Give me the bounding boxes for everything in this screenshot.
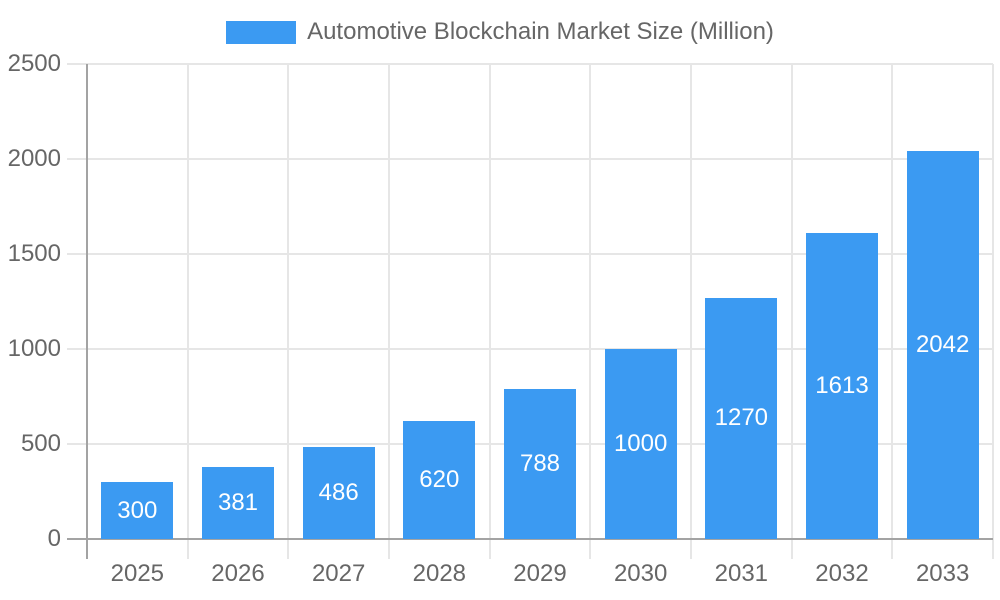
y-axis-line (86, 64, 88, 539)
bar-value-label: 1613 (815, 371, 869, 399)
x-axis-tick (86, 539, 88, 559)
v-gridline (186, 64, 189, 539)
bar-value-label: 1270 (714, 404, 769, 432)
x-axis-tick (186, 539, 189, 559)
x-tick-label: 2027 (311, 560, 366, 587)
v-gridline (287, 64, 290, 539)
v-gridline (992, 64, 994, 539)
bar-2030 (604, 349, 677, 539)
v-gridline (891, 64, 894, 539)
y-axis-tick (67, 158, 87, 160)
bar-2027 (302, 446, 375, 539)
bar-value-label: 381 (217, 488, 259, 516)
x-tick-label: 2025 (110, 560, 165, 587)
x-tick-label: 2030 (613, 560, 668, 587)
y-axis-tick (67, 63, 87, 65)
v-gridline (690, 64, 692, 539)
y-axis-tick (67, 538, 87, 540)
bar-value-label: 1000 (613, 430, 668, 457)
h-gridline (87, 158, 993, 160)
y-tick-label: 0 (47, 525, 61, 552)
v-gridline (790, 64, 793, 539)
y-axis-tick (67, 348, 87, 350)
x-tick-label: 2028 (412, 560, 467, 587)
x-tick-label: 2031 (714, 560, 769, 587)
x-tick-label: 2033 (915, 560, 970, 587)
x-axis-tick (992, 539, 994, 559)
legend-swatch (226, 20, 297, 44)
h-gridline (87, 63, 993, 65)
x-axis-tick (690, 539, 692, 559)
y-tick-label: 1000 (7, 335, 61, 362)
x-axis-tick (790, 539, 793, 559)
x-axis-tick (589, 539, 592, 559)
bar-value-label: 300 (117, 496, 158, 524)
bar-2031 (705, 297, 778, 539)
bar-value-label: 2042 (915, 331, 970, 358)
y-tick-label: 2000 (7, 145, 61, 172)
x-tick-label: 2029 (513, 560, 567, 587)
y-tick-label: 500 (20, 430, 61, 457)
bar-2026 (202, 466, 274, 539)
legend-label: Automotive Blockchain Market Size (Milli… (307, 18, 774, 45)
y-axis-tick (67, 443, 87, 445)
x-tick-label: 2026 (211, 560, 265, 587)
y-axis-tick (67, 253, 87, 255)
legend-item[interactable]: Automotive Blockchain Market Size (Milli… (0, 18, 1000, 46)
bar-2029 (504, 389, 576, 539)
y-tick-label: 2500 (7, 50, 61, 77)
x-axis-tick (287, 539, 290, 559)
bar-2028 (403, 421, 476, 539)
bar-2025 (101, 482, 174, 539)
x-axis-tick (488, 539, 491, 559)
x-tick-label: 2032 (815, 560, 869, 587)
bar-2032 (806, 232, 878, 539)
x-axis-tick (891, 539, 894, 559)
bar-value-label: 788 (519, 450, 561, 478)
bar-value-label: 486 (318, 478, 359, 506)
x-axis-tick (388, 539, 390, 559)
y-tick-label: 1500 (7, 240, 61, 267)
bar-2033 (906, 151, 979, 539)
bar-value-label: 620 (419, 466, 460, 494)
